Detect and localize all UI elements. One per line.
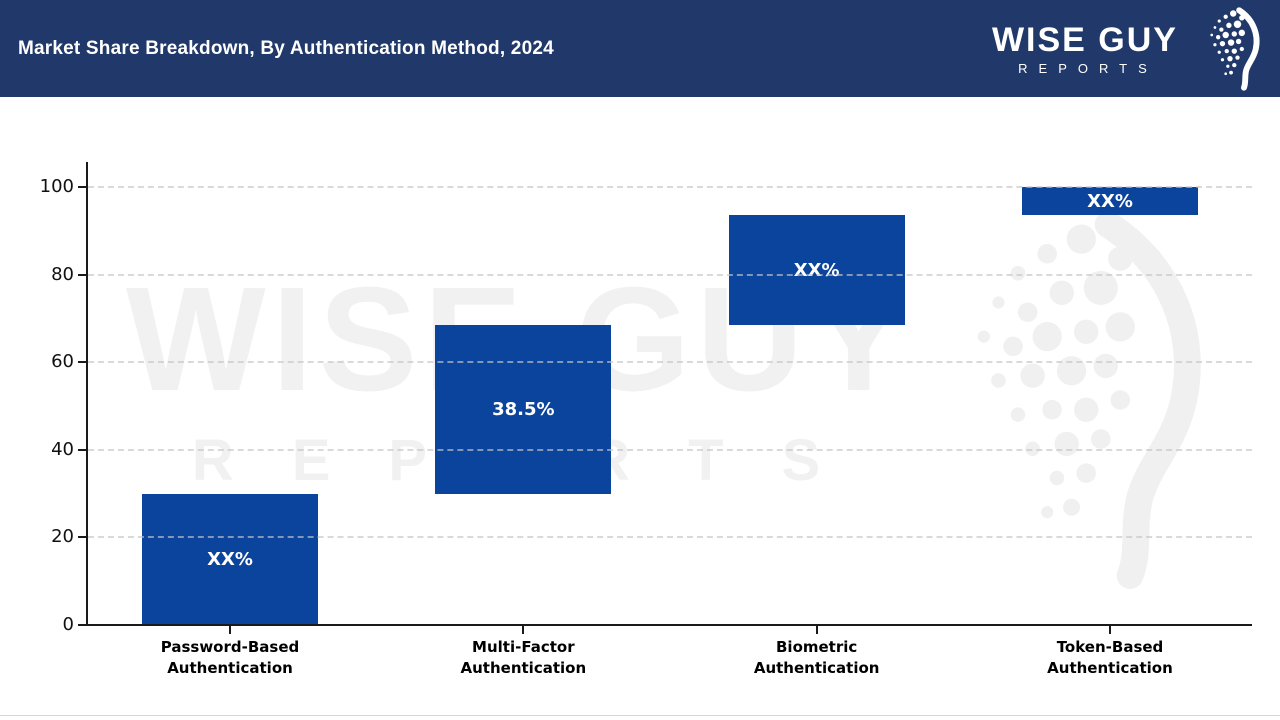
x-tick-mark	[1108, 626, 1111, 634]
x-category-label-line: Password-Based	[160, 638, 300, 656]
gridline	[88, 273, 1252, 276]
bar-biometric: XX%	[728, 215, 905, 325]
bar-value-label: XX%	[1087, 190, 1133, 212]
y-tick-mark	[78, 536, 87, 539]
x-category-label-line: Authentication	[753, 659, 880, 677]
y-tick-label: 80	[51, 263, 74, 285]
x-tick-mark	[522, 626, 525, 634]
header-banner: Market Share Breakdown, By Authenticatio…	[0, 0, 1280, 97]
watermark-face-icon	[977, 211, 1201, 589]
gridline	[88, 361, 1252, 364]
bar-value-label: XX%	[207, 548, 253, 570]
y-tick-mark	[78, 361, 87, 364]
y-axis-line	[86, 162, 88, 626]
y-tick-mark	[78, 186, 87, 188]
y-tick-mark	[78, 624, 87, 626]
wise-guy-reports-logo: WISE GUY REPORTS	[992, 6, 1280, 92]
logo-wiseguy-text: WISE GUY	[991, 20, 1178, 59]
page-title: Market Share Breakdown, By Authenticatio…	[18, 37, 554, 59]
bar-password-based: XX%	[142, 493, 318, 625]
x-tick-mark	[229, 626, 231, 634]
x-tick-mark	[815, 626, 818, 634]
bar-token-based: XX%	[1021, 187, 1198, 216]
logo-reports-text: REPORTS	[1018, 60, 1158, 76]
logo-face-icon	[1210, 6, 1260, 91]
bar-value-label: XX%	[793, 259, 840, 281]
x-category-label: Multi-Factor Authentication	[393, 637, 653, 679]
y-tick-label: 20	[51, 526, 74, 548]
bar-multi-factor: 38.5%	[435, 324, 612, 494]
x-category-label-line: Authentication	[167, 659, 293, 677]
logo-text: WISE GUY REPORTS	[992, 23, 1178, 75]
x-category-label: Biometric Authentication	[687, 637, 947, 679]
bar-value-label: 38.5%	[492, 398, 555, 420]
y-tick-label: 40	[51, 438, 74, 460]
x-category-label-line: Authentication	[460, 659, 587, 677]
x-category-label-line: Biometric	[776, 638, 858, 656]
bottom-divider	[0, 715, 1280, 716]
y-tick-label: 60	[51, 351, 74, 373]
y-tick-label: 100	[39, 176, 74, 197]
x-category-label: Token-Based Authentication	[980, 637, 1240, 679]
y-tick-mark	[78, 448, 87, 451]
y-tick-mark	[78, 273, 87, 276]
x-category-label-line: Authentication	[1047, 659, 1173, 677]
x-category-label: Password-Based Authentication	[100, 637, 360, 679]
x-category-label-line: Token-Based	[1056, 638, 1164, 656]
y-tick-label: 0	[62, 614, 74, 635]
x-axis-line	[86, 624, 1252, 626]
x-category-label-line: Multi-Factor	[472, 638, 575, 656]
gridline	[88, 448, 1252, 451]
